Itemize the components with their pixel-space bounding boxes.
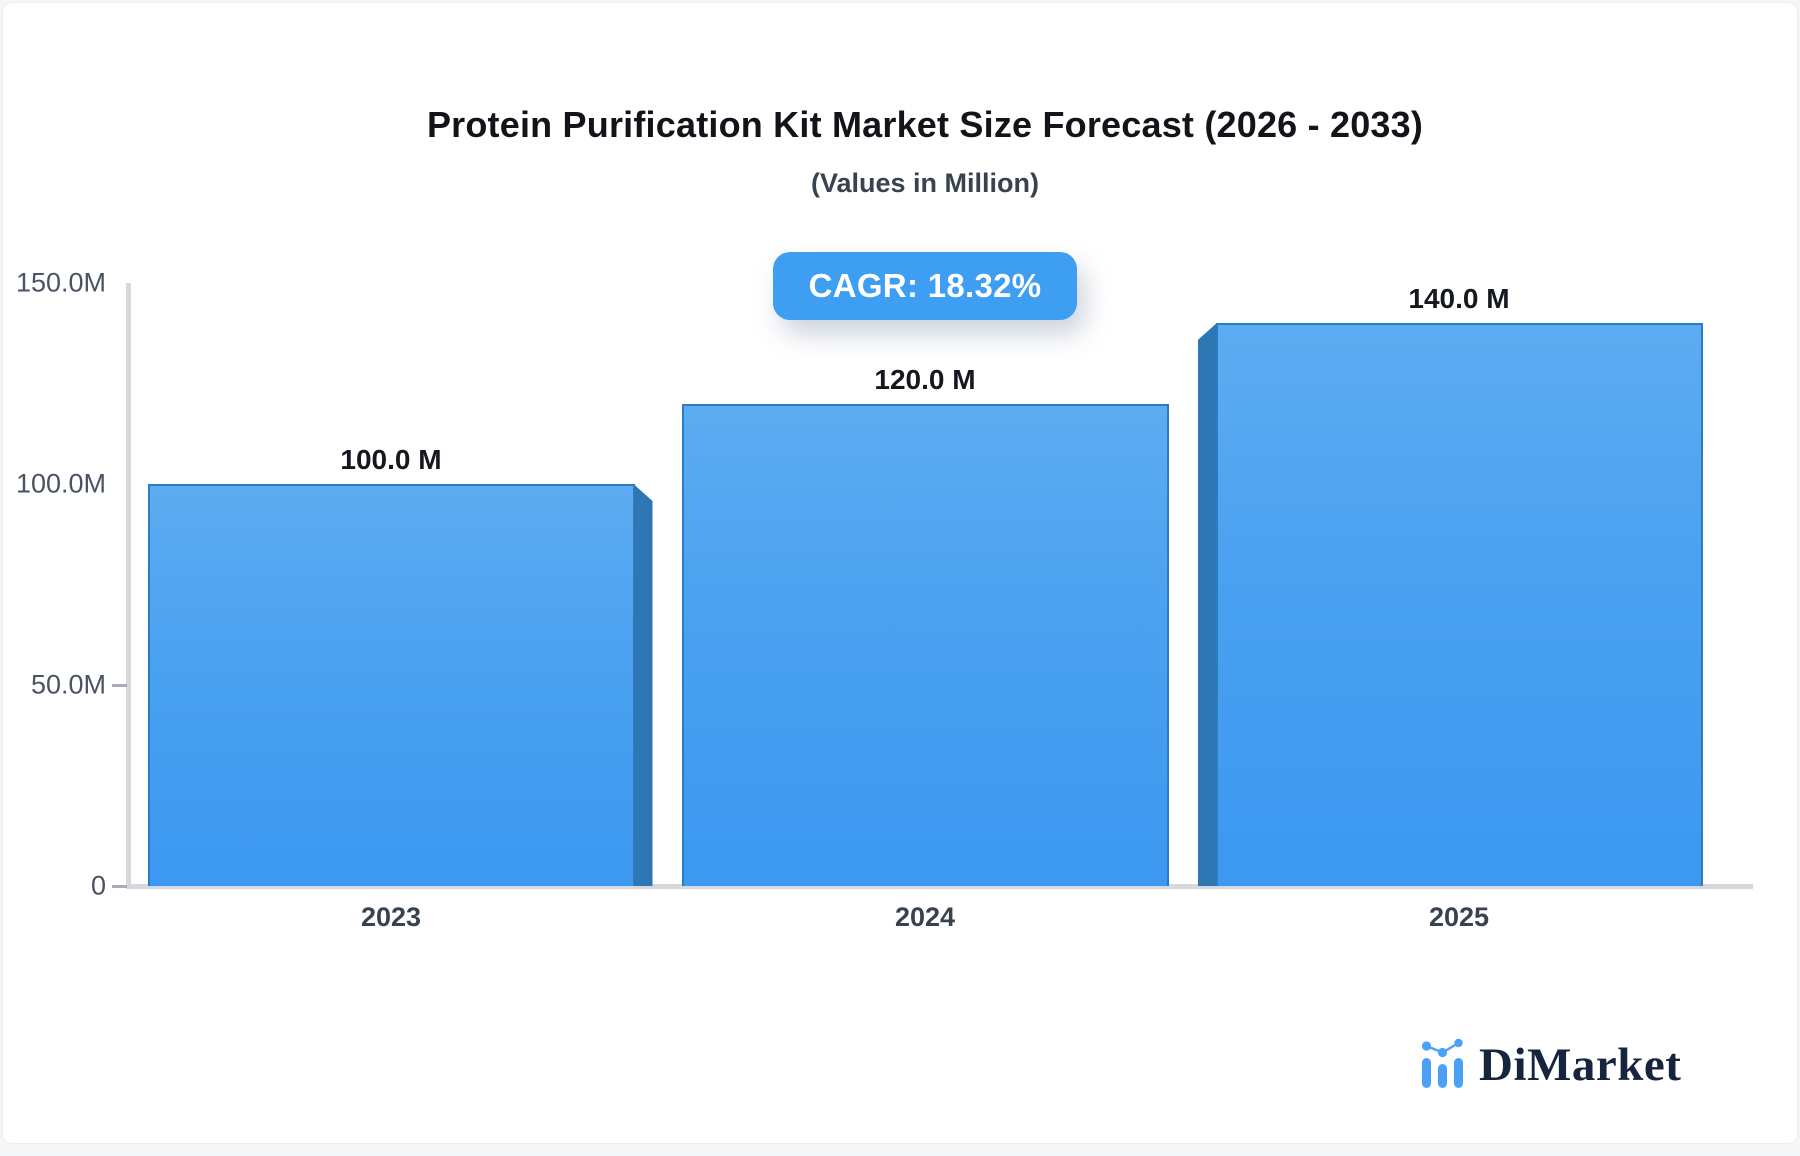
bar-value-label: 100.0 M <box>340 444 442 475</box>
bar-2025 <box>1215 323 1703 886</box>
dimarket-logo: DiMarket <box>1420 1038 1681 1092</box>
y-axis-tick-label: 0 <box>90 870 106 901</box>
y-axis-tick-mark <box>112 684 127 687</box>
x-axis-line <box>126 884 1753 889</box>
bar-2024 <box>681 403 1169 886</box>
x-axis-category-label: 2025 <box>1428 902 1490 932</box>
y-axis-tick-mark <box>112 885 127 888</box>
y-axis-tick-label: 150.0M <box>15 267 106 298</box>
logo-text: DiMarket <box>1479 1039 1682 1091</box>
bar-value-label: 120.0 M <box>874 363 976 395</box>
bar-value-label: 140.0 M <box>1408 283 1510 315</box>
y-axis-line <box>126 283 131 889</box>
x-axis-category-label: 2023 <box>360 902 422 932</box>
chart-subtitle: (Values in Million) <box>810 168 1040 198</box>
cagr-badge: CAGR: 18.32% <box>772 252 1078 320</box>
bar-2023 <box>147 484 635 886</box>
bar-3d-side <box>633 484 653 886</box>
x-axis-category-label: 2024 <box>894 902 956 932</box>
cagr-badge-row: CAGR: 18.32% <box>50 252 1800 320</box>
bar-chart-trend-icon <box>1421 1038 1463 1088</box>
bar-3d-side <box>1197 323 1217 886</box>
y-axis-tick-label: 100.0M <box>15 468 106 499</box>
chart-title: Protein Purification Kit Market Size For… <box>426 104 1424 145</box>
y-axis-tick-label: 50.0M <box>30 669 106 700</box>
